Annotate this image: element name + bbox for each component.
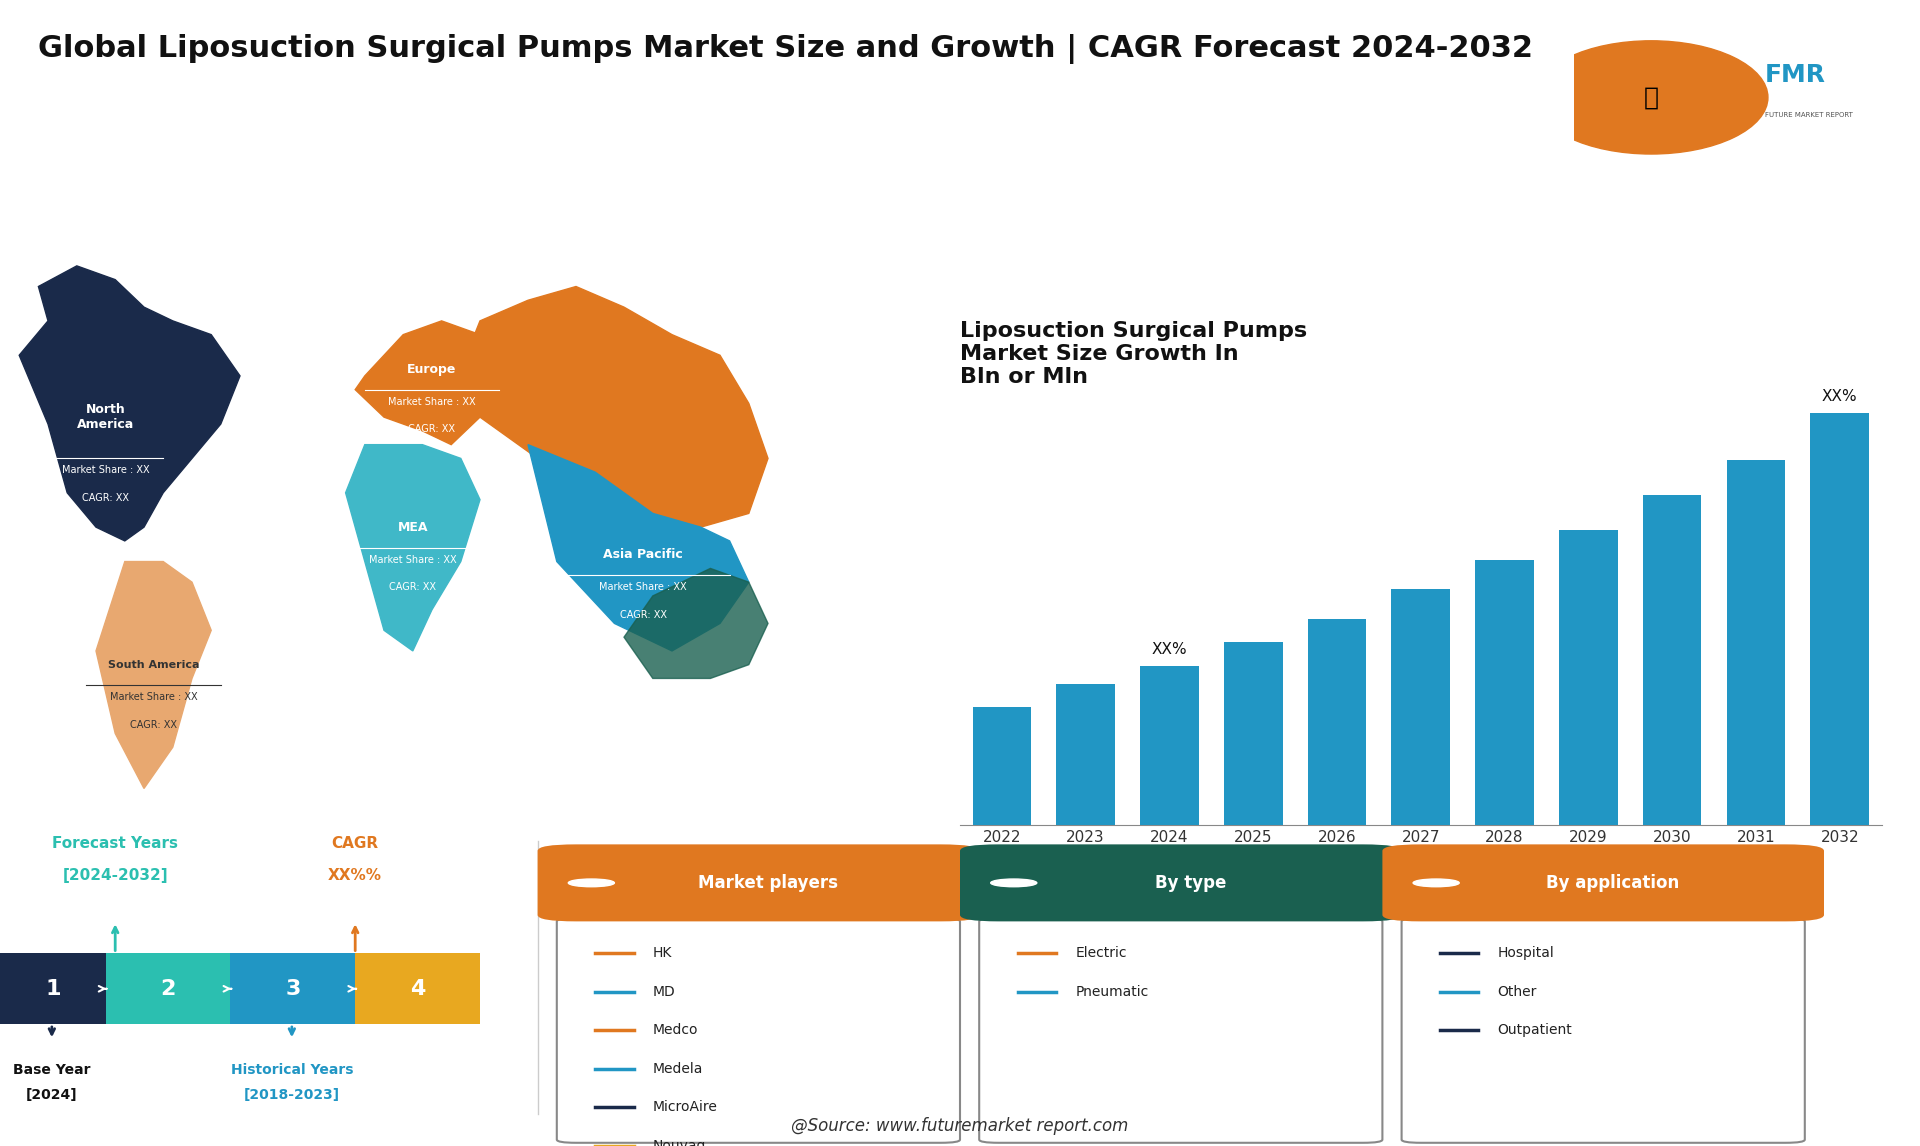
Circle shape	[991, 879, 1037, 887]
Text: Market players: Market players	[699, 874, 837, 892]
Bar	[1140, 666, 1198, 825]
Text: 1: 1	[44, 979, 61, 999]
FancyBboxPatch shape	[355, 953, 480, 1025]
Text: Market Share : XX: Market Share : XX	[369, 555, 457, 565]
FancyBboxPatch shape	[1382, 845, 1824, 921]
Bar	[1475, 560, 1534, 825]
Text: [2024]: [2024]	[27, 1089, 77, 1102]
Text: Base Year: Base Year	[13, 1062, 90, 1076]
FancyBboxPatch shape	[960, 845, 1402, 921]
Text: XX%: XX%	[1152, 642, 1187, 657]
Bar	[1644, 495, 1701, 825]
Text: CAGR: XX: CAGR: XX	[131, 720, 177, 730]
Text: XX%%: XX%%	[328, 868, 382, 882]
Text: FUTURE MARKET REPORT: FUTURE MARKET REPORT	[1764, 112, 1853, 118]
Bar	[1559, 531, 1619, 825]
Polygon shape	[19, 266, 240, 541]
Text: CAGR: XX: CAGR: XX	[620, 610, 666, 620]
Text: Other: Other	[1498, 984, 1538, 999]
Text: Outpatient: Outpatient	[1498, 1023, 1572, 1037]
Text: North
America: North America	[77, 403, 134, 431]
Bar	[1811, 413, 1868, 825]
Text: By type: By type	[1154, 874, 1227, 892]
Text: 🔭: 🔭	[1644, 86, 1659, 109]
Circle shape	[568, 879, 614, 887]
Text: MicroAire: MicroAire	[653, 1100, 718, 1115]
FancyBboxPatch shape	[1402, 918, 1805, 1143]
Text: CAGR: XX: CAGR: XX	[83, 493, 129, 503]
FancyBboxPatch shape	[0, 953, 106, 1025]
Text: 4: 4	[409, 979, 426, 999]
Circle shape	[1534, 41, 1768, 154]
FancyBboxPatch shape	[557, 918, 960, 1143]
Text: CAGR: XX: CAGR: XX	[390, 582, 436, 592]
Text: MEA: MEA	[397, 520, 428, 534]
Polygon shape	[461, 286, 768, 527]
FancyBboxPatch shape	[538, 845, 979, 921]
Text: Forecast Years: Forecast Years	[52, 835, 179, 850]
Text: [2024-2032]: [2024-2032]	[61, 868, 169, 882]
Polygon shape	[528, 445, 749, 651]
Text: Medco: Medco	[653, 1023, 699, 1037]
Text: By application: By application	[1546, 874, 1680, 892]
Bar	[1726, 460, 1786, 825]
Bar	[1223, 643, 1283, 825]
Bar	[1308, 619, 1367, 825]
Text: Pneumatic: Pneumatic	[1075, 984, 1148, 999]
Text: XX%: XX%	[1822, 388, 1857, 403]
Text: Global Liposuction Surgical Pumps Market Size and Growth | CAGR Forecast 2024-20: Global Liposuction Surgical Pumps Market…	[38, 34, 1534, 64]
Text: Europe: Europe	[407, 362, 457, 376]
Text: Market Share : XX: Market Share : XX	[109, 692, 198, 702]
Text: Medela: Medela	[653, 1062, 703, 1076]
Text: FMR: FMR	[1764, 63, 1826, 87]
FancyBboxPatch shape	[230, 953, 355, 1025]
Text: CAGR: CAGR	[332, 835, 378, 850]
Text: HK: HK	[653, 947, 672, 960]
Bar	[1056, 684, 1116, 825]
Text: Market Share : XX: Market Share : XX	[388, 397, 476, 407]
Text: Market Share : XX: Market Share : XX	[599, 582, 687, 592]
Circle shape	[1413, 879, 1459, 887]
Bar	[1392, 589, 1450, 825]
FancyBboxPatch shape	[106, 953, 230, 1025]
Polygon shape	[346, 445, 480, 651]
Polygon shape	[355, 321, 499, 445]
Text: CAGR: XX: CAGR: XX	[409, 424, 455, 434]
Text: Nouvag: Nouvag	[653, 1139, 707, 1146]
Text: Asia Pacific: Asia Pacific	[603, 548, 684, 562]
Text: Liposuction Surgical Pumps
Market Size Growth In
Bln or Mln: Liposuction Surgical Pumps Market Size G…	[960, 321, 1308, 387]
Text: Hospital: Hospital	[1498, 947, 1555, 960]
Polygon shape	[624, 568, 768, 678]
Text: South America: South America	[108, 660, 200, 669]
Text: [2018-2023]: [2018-2023]	[244, 1089, 340, 1102]
Text: MD: MD	[653, 984, 676, 999]
FancyBboxPatch shape	[979, 918, 1382, 1143]
Text: Electric: Electric	[1075, 947, 1127, 960]
Text: @Source: www.futuremarket report.com: @Source: www.futuremarket report.com	[791, 1116, 1129, 1135]
Polygon shape	[96, 562, 211, 788]
Text: Historical Years: Historical Years	[230, 1062, 353, 1076]
Text: 3: 3	[284, 979, 301, 999]
Text: 2: 2	[159, 979, 177, 999]
Bar	[973, 707, 1031, 825]
Text: Market Share : XX: Market Share : XX	[61, 465, 150, 476]
